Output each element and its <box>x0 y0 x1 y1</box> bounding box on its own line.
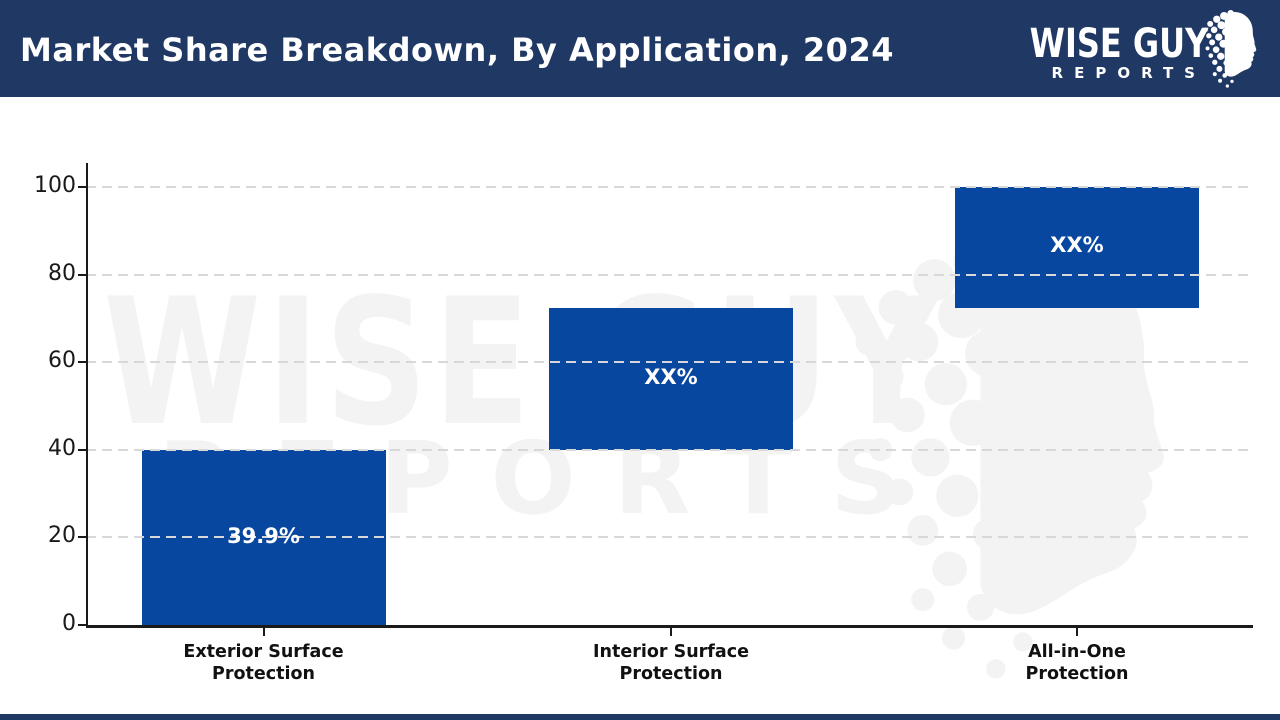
y-tick-label-60: 60 <box>48 348 76 374</box>
y-tick-label-40: 40 <box>48 435 76 461</box>
x-category-line: Exterior Surface <box>183 642 344 662</box>
logo-subtext: REPORTS <box>1051 64 1206 82</box>
x-tick-0 <box>262 627 265 636</box>
bar-value-label-0: 39.9% <box>227 523 300 548</box>
y-tick-80 <box>78 273 87 276</box>
gridline-60 <box>86 361 1253 364</box>
x-category-line: Protection <box>619 663 723 684</box>
logo-head-icon <box>1203 9 1257 88</box>
x-category-label-0: Exterior Surface Protection <box>104 642 424 685</box>
watermark-wordmark: WISE GUY <box>103 262 944 465</box>
bar-value-label-2: XX% <box>1050 233 1104 258</box>
y-tick-60 <box>78 361 87 364</box>
y-tick-label-0: 0 <box>62 611 76 636</box>
y-tick-0 <box>78 624 87 626</box>
logo-wordmark: WISE GUY <box>1029 21 1208 67</box>
x-category-line: Interior Surface <box>593 642 749 662</box>
gridline-20 <box>86 536 1253 539</box>
y-tick-label-100: 100 <box>34 173 76 198</box>
x-category-label-2: All-in-One Protection <box>917 642 1237 685</box>
y-tick-label-20: 20 <box>48 523 76 549</box>
x-category-line: Protection <box>212 663 315 684</box>
x-category-label-1: Interior Surface Protection <box>511 642 831 685</box>
page-title: Market Share Breakdown, By Application, … <box>20 31 894 69</box>
bar-segment-1 <box>549 307 793 451</box>
x-tick-1 <box>670 627 672 636</box>
gridline-40 <box>86 448 1253 451</box>
x-axis-spine <box>86 625 1253 628</box>
gridline-80 <box>86 273 1253 276</box>
bar-segment-2 <box>955 187 1199 308</box>
y-tick-100 <box>78 186 87 188</box>
x-category-line: Protection <box>1025 663 1129 684</box>
bar-value-label-1: XX% <box>644 365 698 390</box>
x-tick-2 <box>1076 627 1078 636</box>
footer-strip <box>0 714 1280 720</box>
y-axis-spine <box>86 163 88 627</box>
chart-area: WISE GUY REPORTS 0 20 40 60 80 100 39.9% XX% XX%… <box>0 97 1280 714</box>
x-category-line: All-in-One <box>1028 642 1126 662</box>
y-tick-label-80: 80 <box>48 260 76 286</box>
header: Market Share Breakdown, By Application, … <box>0 0 1280 97</box>
gridline-100 <box>86 186 1253 188</box>
y-tick-20 <box>78 536 87 539</box>
brand-logo: WISE GUY REPORTS <box>1020 4 1270 94</box>
y-tick-40 <box>78 448 87 451</box>
